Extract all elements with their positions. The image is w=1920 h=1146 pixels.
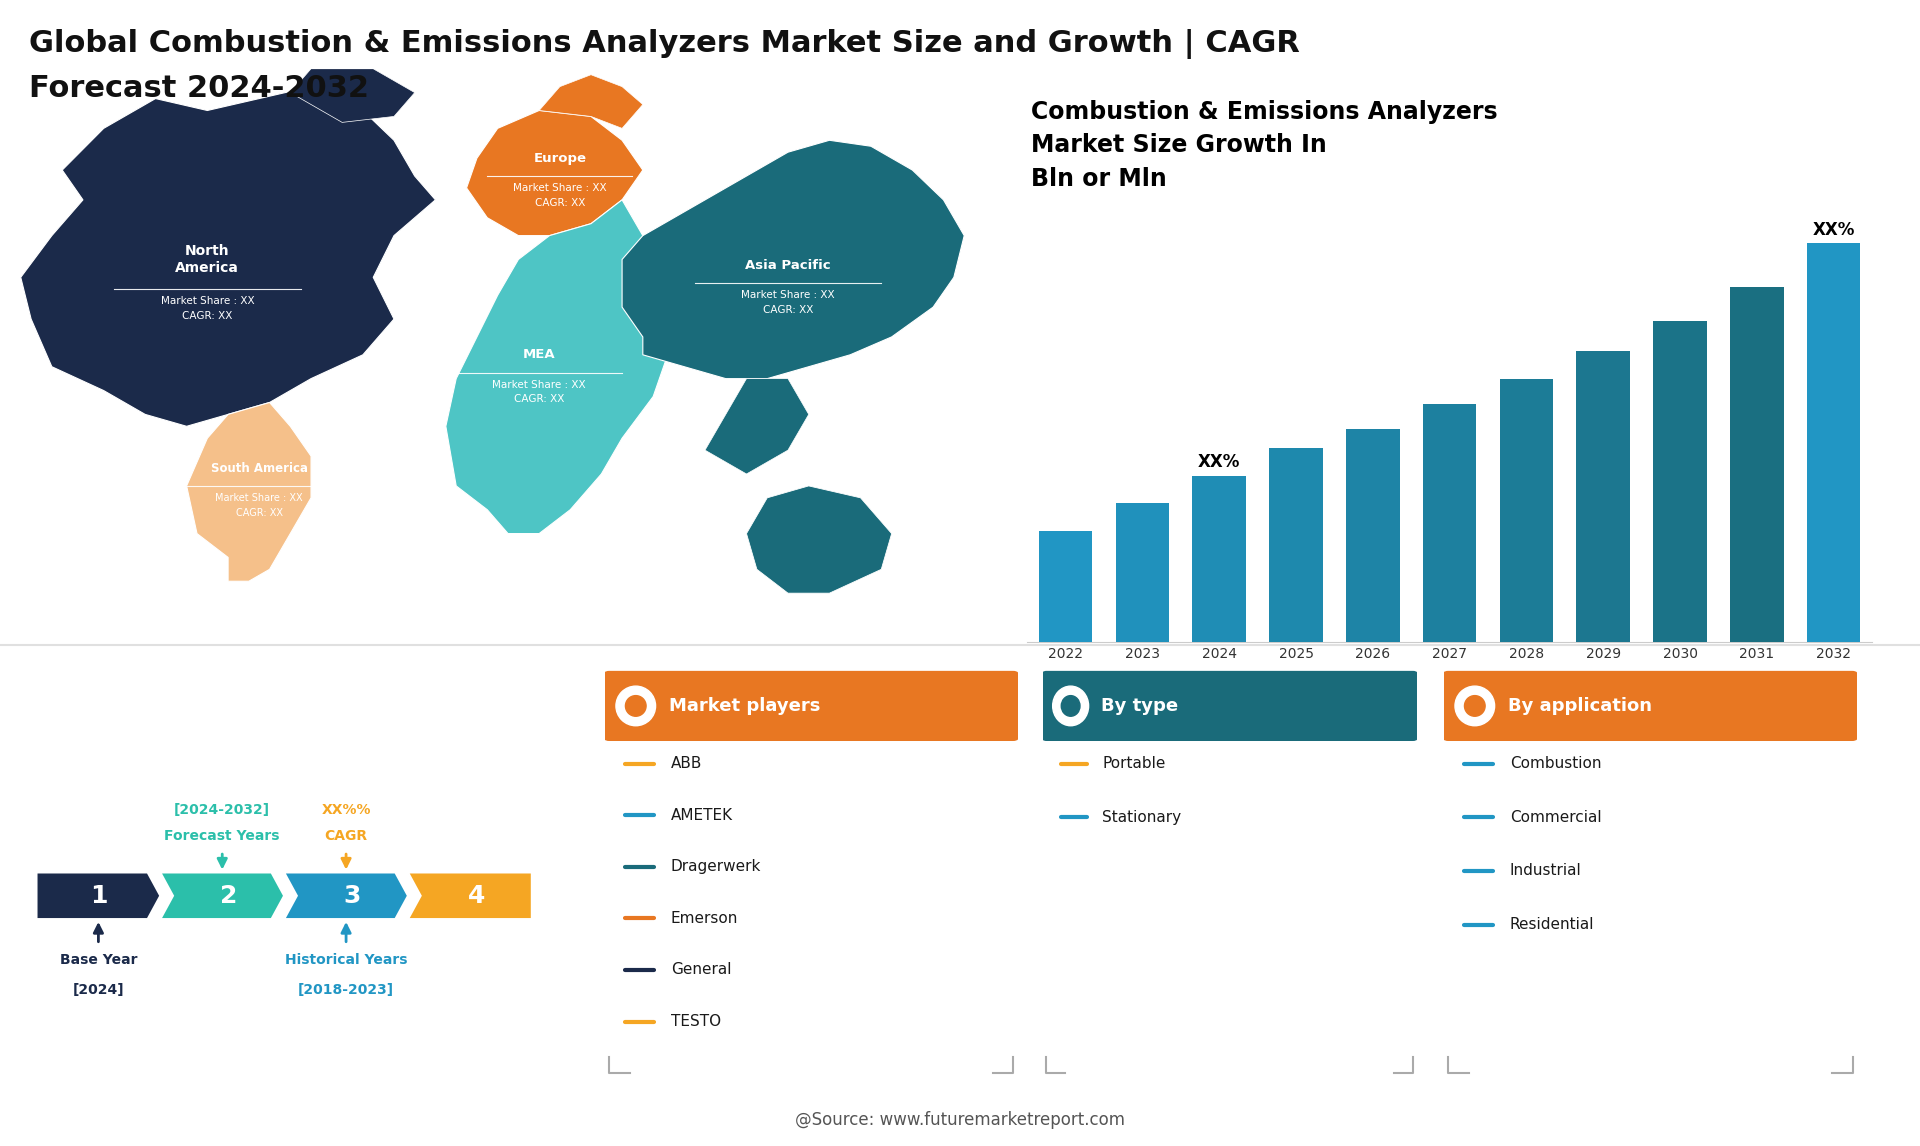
Text: Portable: Portable <box>1102 756 1165 771</box>
Text: XX%: XX% <box>1812 221 1855 238</box>
Polygon shape <box>21 87 436 426</box>
Text: Industrial: Industrial <box>1509 863 1582 879</box>
Text: Market players: Market players <box>668 697 820 715</box>
Text: Historical Years: Historical Years <box>284 953 407 967</box>
Text: CAGR: XX: CAGR: XX <box>534 198 586 207</box>
Text: MEA: MEA <box>522 348 555 361</box>
Bar <box>1653 321 1707 642</box>
Polygon shape <box>622 140 964 378</box>
Text: XX%%: XX%% <box>321 803 371 817</box>
Text: CAGR: XX: CAGR: XX <box>182 311 232 321</box>
Text: Forecast Years: Forecast Years <box>165 829 280 842</box>
Text: TESTO: TESTO <box>670 1014 722 1029</box>
Text: North
America: North America <box>175 244 240 275</box>
Circle shape <box>616 686 655 725</box>
Text: Market Share : XX: Market Share : XX <box>492 379 586 390</box>
Text: Commercial: Commercial <box>1509 810 1601 825</box>
Text: Emerson: Emerson <box>670 911 737 926</box>
Text: ABB: ABB <box>670 756 703 771</box>
Text: Europe: Europe <box>534 151 586 165</box>
Text: [2018-2023]: [2018-2023] <box>298 982 394 997</box>
Circle shape <box>1455 686 1494 725</box>
Polygon shape <box>159 872 284 919</box>
Text: Combustion & Emissions Analyzers
Market Size Growth In
Bln or Mln: Combustion & Emissions Analyzers Market … <box>1031 100 1498 190</box>
Text: [2024]: [2024] <box>73 982 125 997</box>
Text: Base Year: Base Year <box>60 953 136 967</box>
Polygon shape <box>467 110 643 236</box>
Bar <box>1269 448 1323 642</box>
FancyBboxPatch shape <box>603 670 1020 741</box>
Bar <box>1730 288 1784 642</box>
Bar <box>1423 403 1476 642</box>
Bar <box>1116 503 1169 642</box>
Text: 4: 4 <box>468 884 486 908</box>
FancyBboxPatch shape <box>1041 670 1419 741</box>
Text: Market Share : XX: Market Share : XX <box>161 296 253 306</box>
Bar <box>1500 379 1553 642</box>
Text: CAGR: XX: CAGR: XX <box>236 508 282 518</box>
Bar <box>1807 243 1860 642</box>
Bar <box>1192 476 1246 642</box>
Text: XX%: XX% <box>1198 454 1240 471</box>
Text: Market Share : XX: Market Share : XX <box>215 493 303 503</box>
Text: Dragerwerk: Dragerwerk <box>670 860 760 874</box>
Polygon shape <box>36 872 159 919</box>
Bar <box>1346 429 1400 642</box>
Text: [2024-2032]: [2024-2032] <box>175 803 271 817</box>
Text: Market Share : XX: Market Share : XX <box>513 183 607 193</box>
Text: Residential: Residential <box>1509 917 1594 932</box>
Text: Forecast 2024-2032: Forecast 2024-2032 <box>29 74 369 103</box>
Circle shape <box>1052 686 1089 725</box>
Text: By type: By type <box>1100 697 1177 715</box>
Circle shape <box>1062 696 1079 716</box>
Text: 2: 2 <box>221 884 238 908</box>
Polygon shape <box>290 69 415 123</box>
Text: Asia Pacific: Asia Pacific <box>745 259 831 272</box>
Polygon shape <box>445 199 674 534</box>
Text: By application: By application <box>1507 697 1651 715</box>
Text: 1: 1 <box>90 884 108 908</box>
Polygon shape <box>705 378 808 474</box>
Text: 3: 3 <box>344 884 361 908</box>
FancyBboxPatch shape <box>1442 670 1859 741</box>
Text: CAGR: XX: CAGR: XX <box>762 305 814 315</box>
Bar <box>1039 531 1092 642</box>
Bar <box>1576 351 1630 642</box>
Text: Global Combustion & Emissions Analyzers Market Size and Growth | CAGR: Global Combustion & Emissions Analyzers … <box>29 29 1300 58</box>
Polygon shape <box>540 74 643 128</box>
Circle shape <box>626 696 645 716</box>
Text: CAGR: CAGR <box>324 829 367 842</box>
Polygon shape <box>407 872 532 919</box>
Text: Market Share : XX: Market Share : XX <box>741 290 835 300</box>
Text: Combustion: Combustion <box>1509 756 1601 771</box>
Polygon shape <box>747 486 891 594</box>
Circle shape <box>1465 696 1486 716</box>
Polygon shape <box>284 872 407 919</box>
Text: Stationary: Stationary <box>1102 810 1181 825</box>
Text: South America: South America <box>211 462 307 474</box>
Text: General: General <box>670 963 732 978</box>
Text: AMETEK: AMETEK <box>670 808 733 823</box>
Text: @Source: www.futuremarketreport.com: @Source: www.futuremarketreport.com <box>795 1110 1125 1129</box>
Polygon shape <box>186 402 311 581</box>
Text: CAGR: XX: CAGR: XX <box>515 394 564 405</box>
